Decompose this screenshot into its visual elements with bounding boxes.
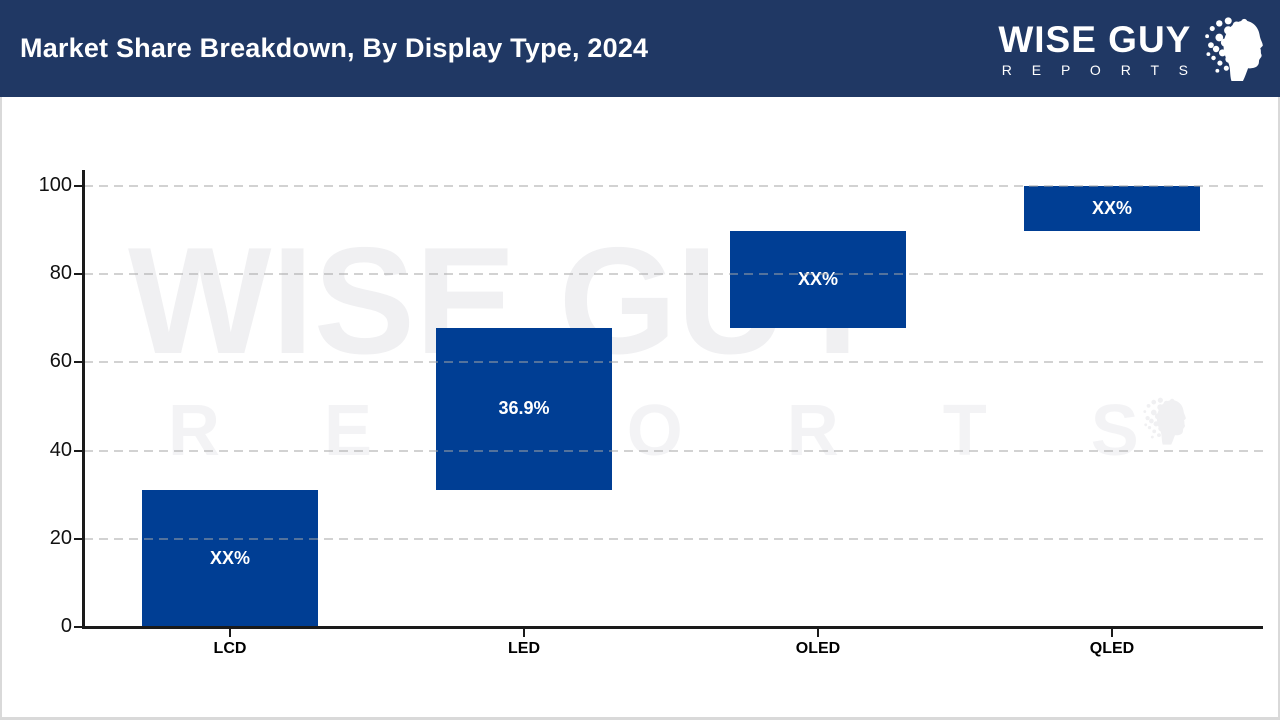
logo-reports-text: R E P O R T S <box>1001 61 1196 78</box>
y-tick-label-100: 100 <box>38 174 72 196</box>
bar-value-label-LED: 36.9% <box>498 398 550 419</box>
bar-QLED: XX% <box>1024 186 1200 231</box>
x-tick-label-LED: LED <box>508 640 540 657</box>
y-tick-label-0: 0 <box>60 615 72 637</box>
y-tick-mark-100 <box>74 185 82 187</box>
logo-face-icon <box>1205 16 1263 81</box>
bar-value-label-LCD: XX% <box>209 548 251 569</box>
bar-LCD: XX% <box>142 490 318 627</box>
header-band: Market Share Breakdown, By Display Type,… <box>0 0 1280 97</box>
bar-OLED: XX% <box>730 230 906 328</box>
y-tick-mark-80 <box>74 273 82 276</box>
logo-text: WISE GUY R E P O R T S <box>994 21 1196 77</box>
page-border-frame <box>0 97 1280 720</box>
bar-value-label-OLED: XX% <box>797 268 839 289</box>
y-tick-mark-40 <box>74 449 82 452</box>
logo-wiseguy-text: WISE GUY <box>998 18 1192 60</box>
bar-LED: 36.9% <box>436 327 612 491</box>
y-axis-line <box>82 170 85 629</box>
x-tick-label-OLED: OLED <box>795 640 841 657</box>
gridline-40 <box>84 449 1263 452</box>
y-tick-label-60: 60 <box>49 350 72 373</box>
y-tick-label-20: 20 <box>49 526 72 549</box>
wise-guy-logo: WISE GUY R E P O R T S <box>994 6 1266 92</box>
y-tick-mark-0 <box>74 626 82 628</box>
x-tick-mark-QLED <box>1111 629 1113 637</box>
x-tick-mark-LCD <box>229 629 231 637</box>
y-tick-mark-20 <box>74 537 82 540</box>
x-axis-line <box>82 626 1263 629</box>
x-tick-mark-OLED <box>817 629 819 637</box>
x-tick-mark-LED <box>523 629 525 637</box>
gridline-100 <box>84 185 1263 187</box>
chart-title: Market Share Breakdown, By Display Type,… <box>20 33 649 63</box>
y-tick-label-80: 80 <box>49 262 72 285</box>
y-tick-mark-60 <box>74 361 82 364</box>
y-tick-label-40: 40 <box>49 438 72 461</box>
bar-value-label-QLED: XX% <box>1091 197 1133 218</box>
gridline-60 <box>84 361 1263 364</box>
gridline-20 <box>84 537 1263 540</box>
gridline-80 <box>84 273 1263 276</box>
x-tick-label-QLED: QLED <box>1089 640 1135 657</box>
x-tick-label-LCD: LCD <box>213 640 247 657</box>
